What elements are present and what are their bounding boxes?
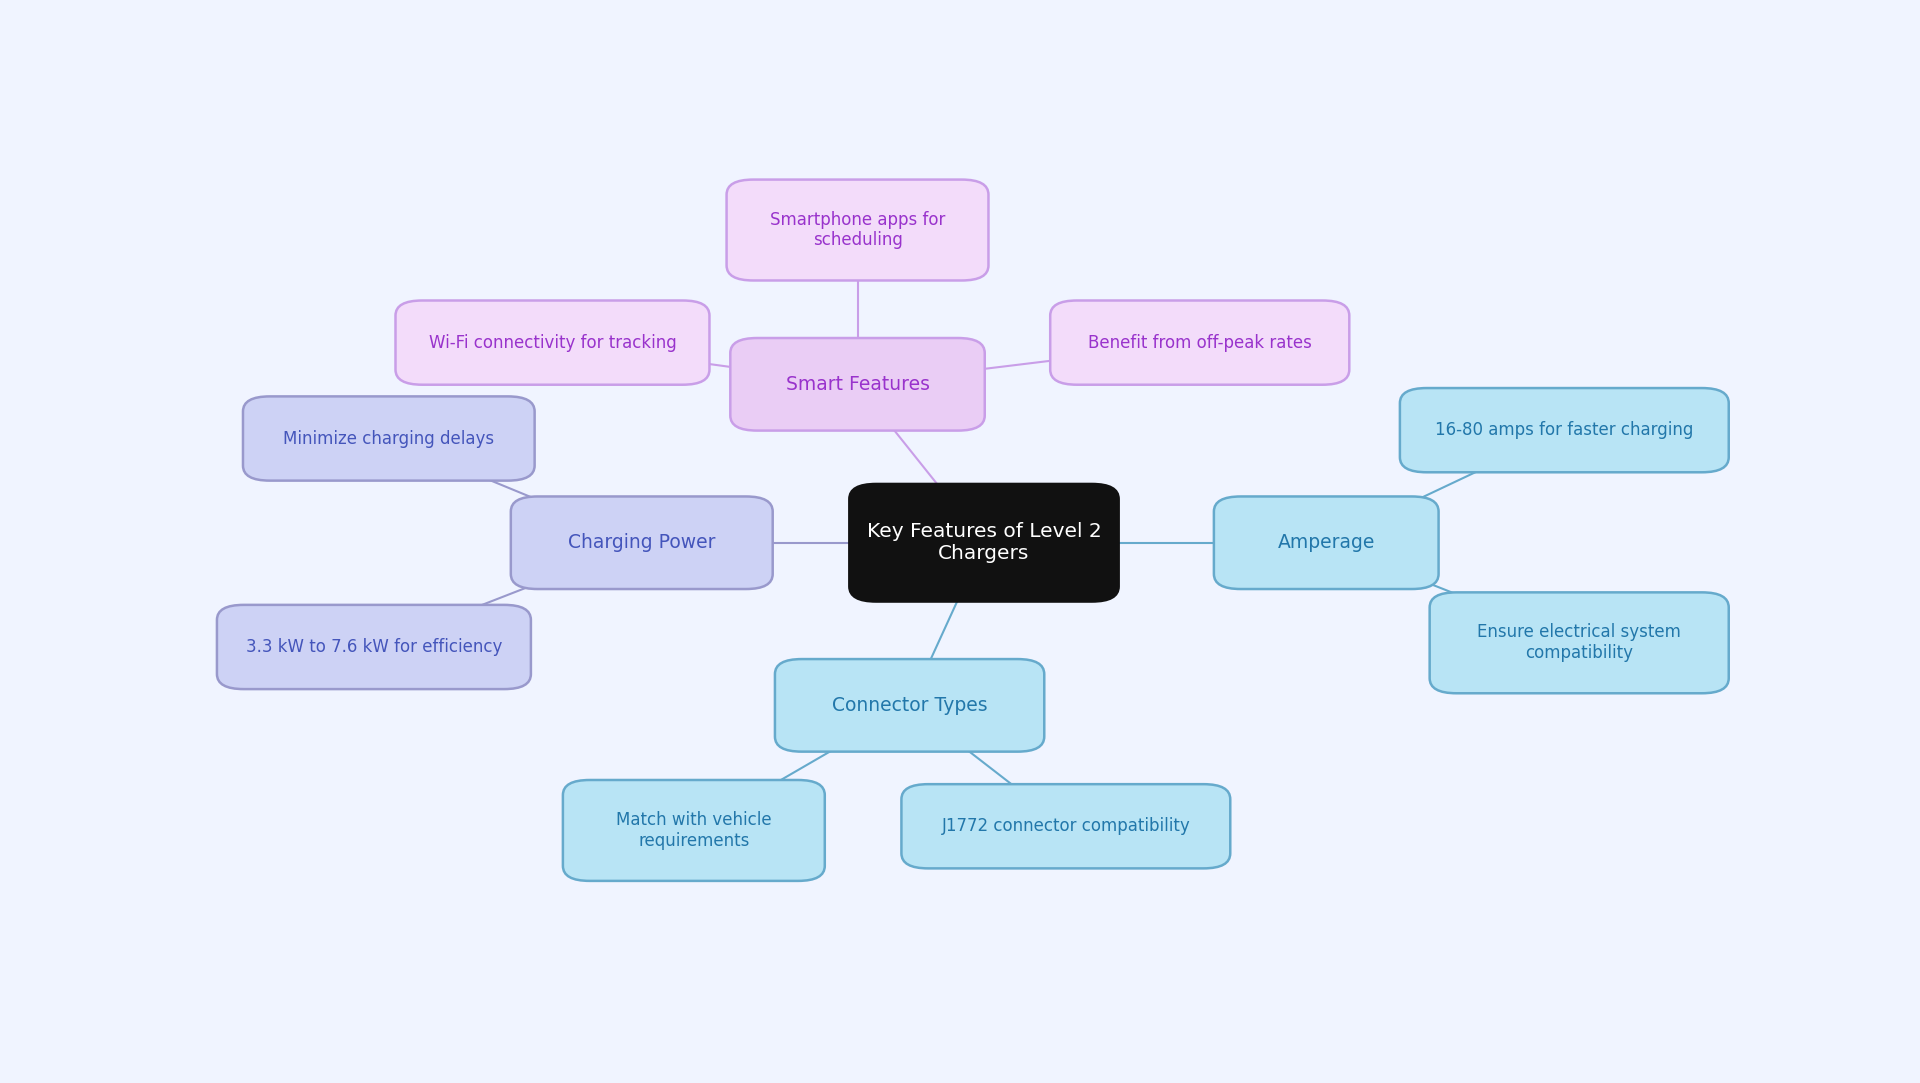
Text: Smartphone apps for
scheduling: Smartphone apps for scheduling [770, 210, 945, 249]
Text: Benefit from off-peak rates: Benefit from off-peak rates [1089, 334, 1311, 352]
Text: 16-80 amps for faster charging: 16-80 amps for faster charging [1434, 421, 1693, 440]
FancyBboxPatch shape [730, 338, 985, 431]
FancyBboxPatch shape [244, 396, 534, 481]
FancyBboxPatch shape [1050, 300, 1350, 384]
Text: Key Features of Level 2
Chargers: Key Features of Level 2 Chargers [866, 522, 1102, 563]
Text: Minimize charging delays: Minimize charging delays [284, 430, 493, 447]
FancyBboxPatch shape [563, 780, 826, 880]
FancyBboxPatch shape [849, 484, 1119, 601]
Text: 3.3 kW to 7.6 kW for efficiency: 3.3 kW to 7.6 kW for efficiency [246, 638, 503, 656]
Text: Match with vehicle
requirements: Match with vehicle requirements [616, 811, 772, 850]
Text: Smart Features: Smart Features [785, 375, 929, 394]
Text: Amperage: Amperage [1277, 533, 1375, 552]
Text: Ensure electrical system
compatibility: Ensure electrical system compatibility [1476, 624, 1682, 662]
Text: Wi-Fi connectivity for tracking: Wi-Fi connectivity for tracking [428, 334, 676, 352]
FancyBboxPatch shape [511, 496, 772, 589]
FancyBboxPatch shape [900, 784, 1231, 869]
Text: Charging Power: Charging Power [568, 533, 716, 552]
FancyBboxPatch shape [1430, 592, 1728, 693]
FancyBboxPatch shape [396, 300, 710, 384]
FancyBboxPatch shape [217, 605, 532, 689]
FancyBboxPatch shape [1400, 388, 1728, 472]
Text: J1772 connector compatibility: J1772 connector compatibility [941, 818, 1190, 835]
FancyBboxPatch shape [1213, 496, 1438, 589]
FancyBboxPatch shape [776, 660, 1044, 752]
Text: Connector Types: Connector Types [831, 696, 987, 715]
FancyBboxPatch shape [726, 180, 989, 280]
